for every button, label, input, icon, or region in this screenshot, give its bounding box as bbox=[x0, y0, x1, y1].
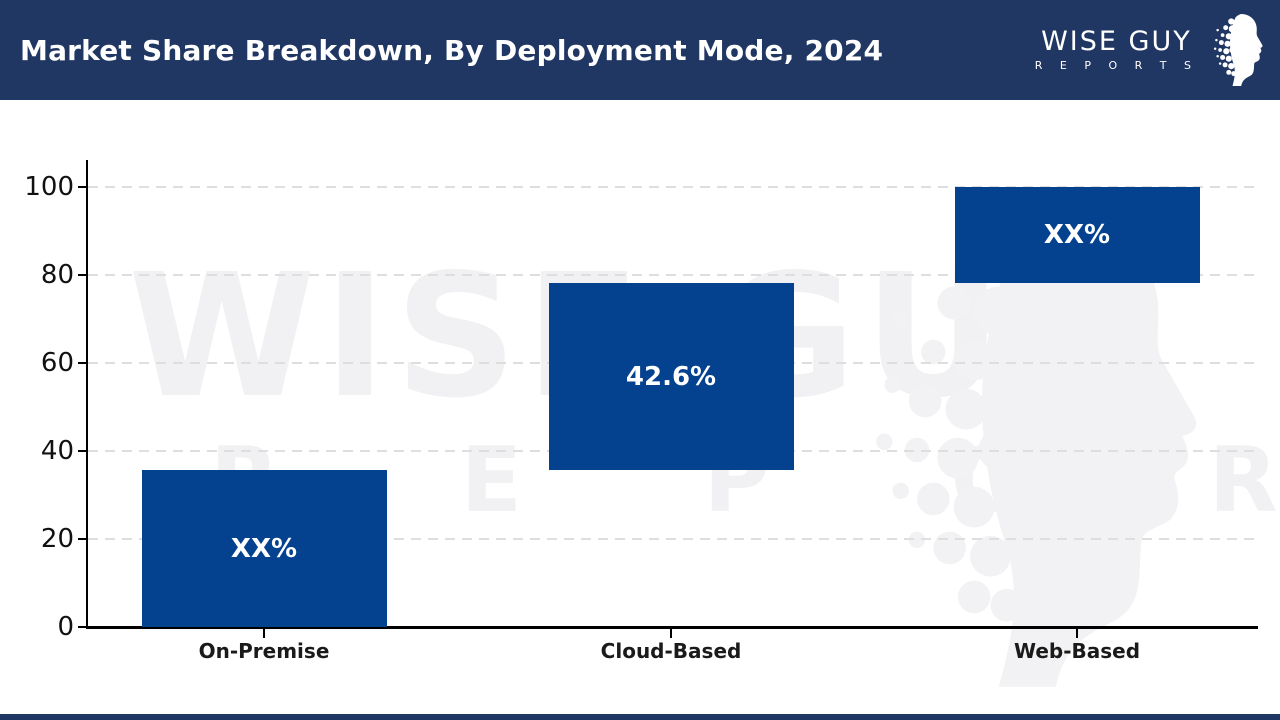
gridline-100 bbox=[88, 186, 1258, 188]
logo-wordmark: WISE GUY bbox=[1041, 26, 1192, 58]
y-tick-40 bbox=[78, 450, 87, 452]
bar-value-label: XX% bbox=[1043, 219, 1111, 250]
y-tick-80 bbox=[78, 274, 87, 276]
x-tick-0 bbox=[263, 629, 265, 638]
x-category-label: Web-Based bbox=[1013, 639, 1141, 663]
gridline-20 bbox=[88, 538, 1258, 540]
y-tick-20 bbox=[78, 538, 87, 540]
y-tick-label-100: 100 bbox=[24, 172, 74, 202]
wiseguy-head-icon bbox=[1204, 9, 1266, 91]
x-category-label: On-Premise bbox=[198, 639, 330, 663]
y-tick-100 bbox=[78, 186, 87, 188]
bar-web-based: XX% bbox=[954, 187, 1200, 283]
wiseguy-logo: WISE GUY R E P O R T S bbox=[1035, 9, 1266, 91]
x-tick-2 bbox=[1076, 629, 1078, 638]
y-tick-label-80: 80 bbox=[40, 260, 74, 290]
gridline-80 bbox=[88, 274, 1258, 276]
bar-value-label: XX% bbox=[230, 533, 298, 564]
y-tick-60 bbox=[78, 362, 87, 364]
bar-cloud-based: 42.6% bbox=[548, 282, 794, 471]
y-tick-label-20: 20 bbox=[40, 524, 74, 554]
x-axis-line bbox=[86, 626, 1258, 629]
page-title: Market Share Breakdown, By Deployment Mo… bbox=[20, 33, 884, 67]
y-tick-label-0: 0 bbox=[57, 612, 74, 642]
logo-text: WISE GUY R E P O R T S bbox=[1034, 26, 1198, 72]
bar-value-label: 42.6% bbox=[625, 361, 717, 392]
logo-subtitle: R E P O R T S bbox=[1034, 58, 1198, 72]
y-tick-0 bbox=[78, 626, 87, 628]
y-axis-line bbox=[86, 160, 88, 629]
bar-on-premise: XX% bbox=[141, 470, 387, 627]
y-tick-label-60: 60 bbox=[40, 348, 74, 378]
footer-bar bbox=[0, 714, 1280, 720]
header-bar: Market Share Breakdown, By Deployment Mo… bbox=[0, 0, 1280, 100]
x-tick-1 bbox=[670, 629, 672, 638]
x-category-label: Cloud-Based bbox=[600, 639, 742, 663]
y-tick-label-40: 40 bbox=[40, 436, 74, 466]
